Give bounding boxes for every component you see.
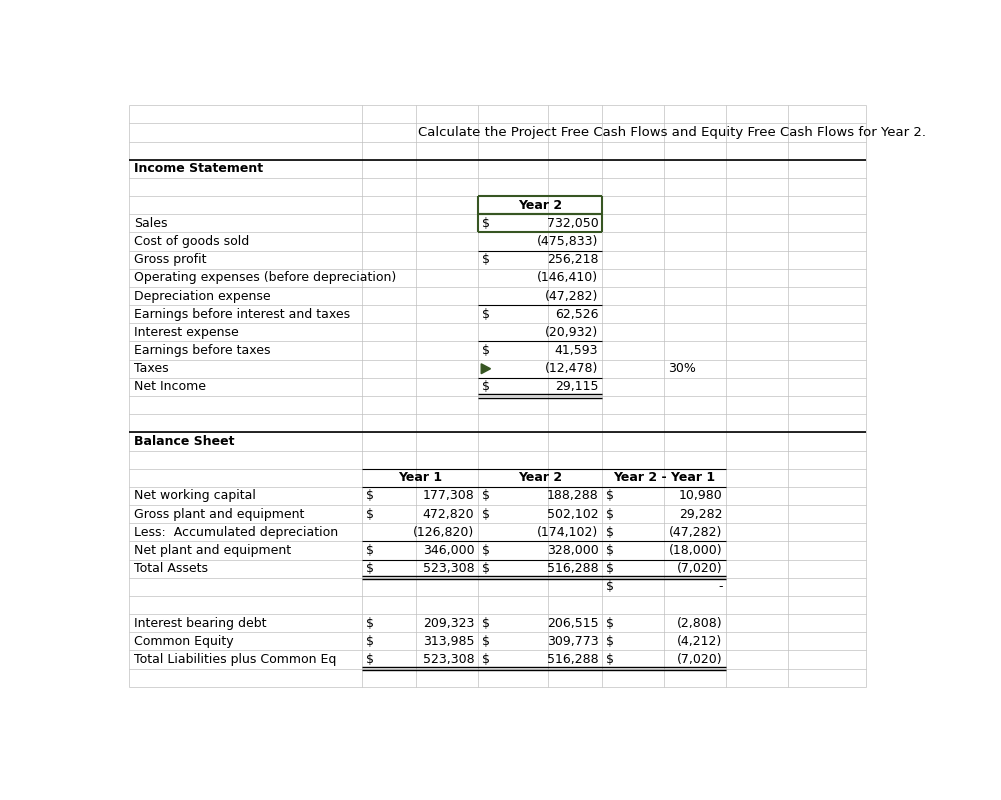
Text: (126,820): (126,820) xyxy=(413,526,474,538)
Text: $: $ xyxy=(365,562,373,575)
Text: -: - xyxy=(718,580,723,594)
Text: $: $ xyxy=(482,562,489,575)
Text: $: $ xyxy=(365,508,373,521)
Text: Common Equity: Common Equity xyxy=(134,635,233,648)
Text: (12,478): (12,478) xyxy=(545,362,599,375)
Text: 472,820: 472,820 xyxy=(422,508,474,521)
Text: Net working capital: Net working capital xyxy=(134,490,255,502)
Text: 523,308: 523,308 xyxy=(422,653,474,666)
Text: $: $ xyxy=(607,490,614,502)
Text: 256,218: 256,218 xyxy=(547,254,599,266)
Text: (18,000): (18,000) xyxy=(669,544,723,557)
Text: Year 2: Year 2 xyxy=(519,471,563,484)
Text: 10,980: 10,980 xyxy=(679,490,723,502)
Text: 62,526: 62,526 xyxy=(555,308,599,321)
Text: $: $ xyxy=(365,653,373,666)
Text: Earnings before taxes: Earnings before taxes xyxy=(134,344,270,357)
Text: Balance Sheet: Balance Sheet xyxy=(134,435,234,448)
Text: 328,000: 328,000 xyxy=(547,544,599,557)
Text: $: $ xyxy=(482,653,489,666)
Text: $: $ xyxy=(482,490,489,502)
Text: 188,288: 188,288 xyxy=(547,490,599,502)
Text: Gross profit: Gross profit xyxy=(134,254,206,266)
Text: Calculate the Project Free Cash Flows and Equity Free Cash Flows for Year 2.: Calculate the Project Free Cash Flows an… xyxy=(418,126,926,139)
Text: Less:  Accumulated depreciation: Less: Accumulated depreciation xyxy=(134,526,337,538)
Text: Income Statement: Income Statement xyxy=(134,162,263,175)
Text: Total Liabilities plus Common Eq: Total Liabilities plus Common Eq xyxy=(134,653,336,666)
Text: Net Income: Net Income xyxy=(134,381,205,394)
Text: $: $ xyxy=(607,544,614,557)
Text: 502,102: 502,102 xyxy=(547,508,599,521)
Text: (47,282): (47,282) xyxy=(669,526,723,538)
Text: Taxes: Taxes xyxy=(134,362,168,375)
Text: $: $ xyxy=(607,635,614,648)
Text: (475,833): (475,833) xyxy=(537,235,599,248)
Text: $: $ xyxy=(482,635,489,648)
Text: $: $ xyxy=(482,508,489,521)
Text: $: $ xyxy=(607,526,614,538)
Text: Cost of goods sold: Cost of goods sold xyxy=(134,235,249,248)
Text: $: $ xyxy=(482,344,489,357)
Text: (2,808): (2,808) xyxy=(677,617,723,630)
Text: Interest expense: Interest expense xyxy=(134,326,238,339)
Text: $: $ xyxy=(365,635,373,648)
Text: Year 2: Year 2 xyxy=(519,198,563,212)
Text: 523,308: 523,308 xyxy=(422,562,474,575)
Text: (174,102): (174,102) xyxy=(538,526,599,538)
Text: $: $ xyxy=(482,381,489,394)
Text: $: $ xyxy=(607,580,614,594)
Text: Depreciation expense: Depreciation expense xyxy=(134,290,270,302)
Text: Earnings before interest and taxes: Earnings before interest and taxes xyxy=(134,308,349,321)
Text: (7,020): (7,020) xyxy=(677,653,723,666)
Text: $: $ xyxy=(482,308,489,321)
Text: $: $ xyxy=(365,490,373,502)
Text: $: $ xyxy=(482,617,489,630)
Text: 346,000: 346,000 xyxy=(422,544,474,557)
Text: $: $ xyxy=(607,562,614,575)
Text: (47,282): (47,282) xyxy=(545,290,599,302)
Text: Year 1: Year 1 xyxy=(397,471,442,484)
Text: 209,323: 209,323 xyxy=(422,617,474,630)
Text: Interest bearing debt: Interest bearing debt xyxy=(134,617,266,630)
Text: $: $ xyxy=(482,544,489,557)
Text: (146,410): (146,410) xyxy=(538,271,599,284)
Text: 313,985: 313,985 xyxy=(422,635,474,648)
Text: $: $ xyxy=(482,254,489,266)
Text: Year 2 - Year 1: Year 2 - Year 1 xyxy=(614,471,716,484)
Text: Net plant and equipment: Net plant and equipment xyxy=(134,544,290,557)
Text: $: $ xyxy=(607,508,614,521)
Text: Operating expenses (before depreciation): Operating expenses (before depreciation) xyxy=(134,271,396,284)
Polygon shape xyxy=(481,364,490,374)
Text: 29,282: 29,282 xyxy=(679,508,723,521)
Text: 309,773: 309,773 xyxy=(547,635,599,648)
Text: 206,515: 206,515 xyxy=(547,617,599,630)
Text: 29,115: 29,115 xyxy=(555,381,599,394)
Text: 177,308: 177,308 xyxy=(422,490,474,502)
Text: 516,288: 516,288 xyxy=(547,653,599,666)
Text: 732,050: 732,050 xyxy=(547,217,599,230)
Text: 41,593: 41,593 xyxy=(555,344,599,357)
Text: Sales: Sales xyxy=(134,217,167,230)
Text: $: $ xyxy=(607,653,614,666)
Text: (20,932): (20,932) xyxy=(546,326,599,339)
Text: Total Assets: Total Assets xyxy=(134,562,207,575)
Text: $: $ xyxy=(607,617,614,630)
Text: Gross plant and equipment: Gross plant and equipment xyxy=(134,508,304,521)
Text: $: $ xyxy=(482,217,489,230)
Text: $: $ xyxy=(365,544,373,557)
Text: (4,212): (4,212) xyxy=(678,635,723,648)
Text: 30%: 30% xyxy=(668,362,696,375)
Text: $: $ xyxy=(365,617,373,630)
Text: 516,288: 516,288 xyxy=(547,562,599,575)
Text: (7,020): (7,020) xyxy=(677,562,723,575)
